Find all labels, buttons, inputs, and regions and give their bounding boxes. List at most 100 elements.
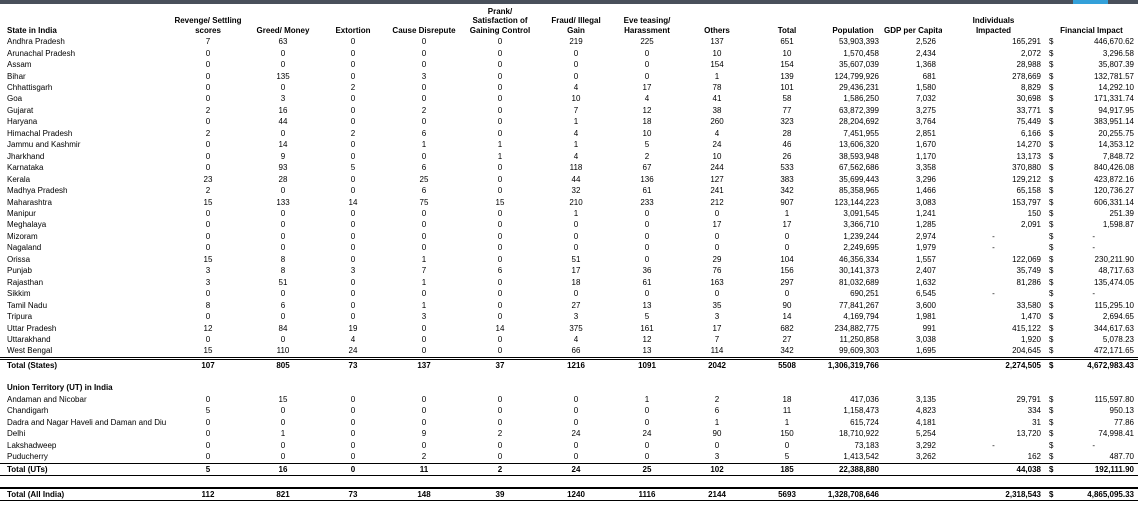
cell-others: 0 (714, 440, 720, 450)
table-row: Andhra Pradesh 7 63 0 0 0 219 225 137 651 53,903,3… (0, 36, 1138, 47)
cell-total: 14 (782, 312, 792, 322)
currency-symbol: $ (1049, 277, 1054, 287)
cell-greed: 6 (280, 300, 286, 310)
cell-fraud: 4 (573, 335, 579, 344)
cell-others: 114 (710, 346, 724, 356)
cell-disrepute: 6 (421, 186, 427, 196)
cell-financial-impact: $251.39 (1045, 208, 1138, 219)
table-row: Delhi 0 1 0 9 2 24 24 90 150 18,710,922 5,254 13,720… (0, 428, 1138, 439)
cell-eve_teasing: 0 (644, 48, 650, 58)
cell-financial-impact: $135,474.05 (1045, 277, 1138, 288)
cell-scores: 2 (205, 128, 211, 138)
cell-eve_teasing: 61 (642, 277, 652, 287)
cell-others: 2042 (682, 356, 752, 372)
cell-individuals-impacted: 129,212 (1012, 174, 1041, 184)
cell-eve_teasing: 1116 (612, 486, 682, 502)
cell-eve_teasing: 136 (640, 174, 654, 184)
cell-gdp-per-capita: 2,974 (915, 231, 936, 241)
cell-financial-impact: $472,171.65 (1045, 345, 1138, 358)
cell-total: 907 (780, 197, 794, 207)
financial-cell-wrap: $4,865,095.33 (1045, 490, 1138, 500)
cell-total: 11 (782, 406, 792, 416)
cell-scores: 2 (205, 105, 211, 115)
cell-prank: 0 (497, 335, 503, 344)
cell-total: 10 (782, 48, 792, 58)
cell-state: Tripura (7, 312, 33, 322)
cell-state: Tamil Nadu (7, 300, 48, 310)
financial-amount: 5,078.23 (1102, 335, 1134, 344)
cell-individuals-impacted: 8,829 (1020, 83, 1041, 93)
cell-fraud: 1240 (540, 486, 612, 502)
column-header-text: State in India (7, 25, 57, 35)
cell-greed: 15 (278, 394, 288, 404)
currency-symbol: $ (1049, 417, 1054, 427)
cell-fraud: 4 (573, 151, 579, 161)
scrollbar-thumb[interactable] (1073, 0, 1108, 4)
currency-symbol: $ (1049, 83, 1054, 93)
cell-total: 5508 (752, 356, 822, 372)
cell-greed: 1 (280, 429, 286, 439)
cell-disrepute: 0 (421, 220, 427, 230)
cell-financial-impact: $1,598.87 (1045, 219, 1138, 230)
cell-fraud: 375 (569, 323, 583, 333)
cell-individuals-impacted: 2,091 (1020, 220, 1041, 230)
currency-symbol: $ (1049, 312, 1054, 322)
cell-fraud: 32 (571, 186, 581, 196)
currency-symbol: $ (1049, 220, 1054, 230)
cell-financial-impact: $171,331.74 (1045, 93, 1138, 104)
cell-others: 41 (712, 94, 722, 104)
cell-greed: 0 (280, 60, 286, 70)
cell-population: 29,436,231 (838, 83, 879, 93)
cell-scores: 0 (205, 163, 211, 173)
cell-others: 17 (712, 323, 722, 333)
financial-amount: 115,597.80 (1094, 394, 1134, 404)
cell-scores: 0 (205, 440, 211, 450)
cell-state: Nagaland (7, 243, 42, 253)
cell-gdp-per-capita: 4,823 (915, 406, 936, 416)
cell-financial-impact: $192,111.90 (1045, 462, 1138, 477)
cell-population: 1,413,542 (843, 452, 879, 462)
cell-prank: 0 (497, 289, 503, 299)
cell-population: 1,239,244 (843, 231, 879, 241)
cell-disrepute: 7 (421, 266, 427, 276)
table-row: Sikkim 0 0 0 0 0 0 0 0 0 690,251 6,545- $ - (0, 288, 1138, 299)
cell-state: Sikkim (7, 289, 31, 299)
cell-total: 77 (782, 105, 792, 115)
table-row: Orissa 15 8 0 1 0 51 0 29 104 46,356,334 1,557 122,0… (0, 254, 1138, 265)
cell-population: 3,366,710 (843, 220, 879, 230)
currency-symbol: $ (1049, 163, 1054, 173)
cell-greed: 0 (280, 440, 286, 450)
cell-greed: 0 (280, 48, 286, 58)
cell-financial-impact: $ - (1045, 288, 1138, 299)
cell-population: 124,799,926 (834, 71, 880, 81)
financial-cell-wrap: $ - (1045, 231, 1138, 242)
cell-financial-impact: $446,670.62 (1045, 36, 1138, 47)
cell-others: 76 (712, 266, 722, 276)
cell-gdp-per-capita: 1,979 (915, 243, 936, 253)
cell-gdp-per-capita: 2,851 (915, 128, 936, 138)
cell-prank: 0 (497, 128, 503, 138)
cell-total: 342 (780, 186, 794, 196)
column-header-total: Total (752, 4, 822, 36)
cell-eve_teasing: 0 (644, 452, 650, 462)
cell-total: 154 (780, 60, 794, 70)
cell-eve_teasing: 67 (642, 163, 652, 173)
currency-symbol: $ (1049, 346, 1054, 356)
cell-financial-impact: $230,211.90 (1045, 254, 1138, 265)
cell-individuals-impacted: 30,698 (1016, 94, 1041, 104)
cell-eve_teasing: 0 (644, 231, 650, 241)
financial-amount: 14,292.10 (1098, 83, 1134, 93)
cell-greed: 0 (280, 209, 286, 219)
cell-prank: 0 (497, 452, 503, 462)
column-header-individuals_impacted: Individuals Impacted (942, 4, 1045, 36)
spacer-cell (0, 475, 1138, 488)
financial-cell-wrap: $120,736.27 (1045, 185, 1138, 196)
cell-others: 163 (710, 277, 724, 287)
currency-symbol: $ (1049, 94, 1054, 104)
table-row: Jammu and Kashmir 0 14 0 1 1 1 5 24 46 13,606,320 1… (0, 139, 1138, 150)
financial-amount: - (1092, 243, 1096, 253)
cell-scores: 107 (168, 356, 248, 372)
cell-prank: 1 (497, 140, 503, 150)
column-header-text: Population (832, 25, 874, 35)
cell-gdp-per-capita: 7,032 (915, 94, 936, 104)
